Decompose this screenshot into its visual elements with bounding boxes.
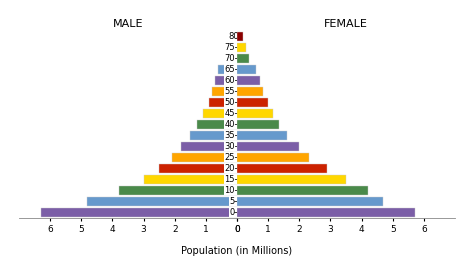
Bar bbox=[231, 32, 237, 41]
Bar bbox=[212, 87, 237, 96]
Bar bbox=[215, 76, 237, 85]
Bar bbox=[219, 65, 237, 74]
Text: 15–19: 15–19 bbox=[224, 175, 250, 184]
Text: 40–44: 40–44 bbox=[224, 120, 250, 129]
Bar bbox=[118, 186, 237, 195]
Bar bbox=[228, 43, 237, 52]
Bar bbox=[237, 197, 383, 206]
Bar bbox=[237, 54, 249, 63]
Text: 80+: 80+ bbox=[228, 32, 246, 41]
Text: 70–74: 70–74 bbox=[224, 54, 250, 63]
Text: 45–49: 45–49 bbox=[224, 109, 250, 118]
Text: 10–14: 10–14 bbox=[224, 186, 250, 195]
Text: 25–29: 25–29 bbox=[224, 153, 250, 162]
Bar bbox=[237, 131, 287, 140]
Text: 20–24: 20–24 bbox=[224, 164, 250, 173]
Text: 5–9: 5–9 bbox=[229, 197, 245, 206]
Bar bbox=[237, 120, 279, 129]
Text: 30–34: 30–34 bbox=[224, 142, 250, 151]
Bar bbox=[237, 65, 255, 74]
Text: 50–54: 50–54 bbox=[224, 98, 250, 107]
Text: 60–64: 60–64 bbox=[224, 76, 250, 85]
Bar bbox=[237, 164, 328, 173]
Text: 65–69: 65–69 bbox=[224, 65, 250, 74]
Bar bbox=[225, 54, 237, 63]
Bar bbox=[237, 76, 260, 85]
Bar bbox=[41, 207, 237, 217]
Bar bbox=[181, 142, 237, 151]
Text: 35–39: 35–39 bbox=[224, 131, 250, 140]
Bar bbox=[237, 87, 264, 96]
Bar bbox=[88, 197, 237, 206]
Bar bbox=[237, 175, 346, 184]
Text: Population (in Millions): Population (in Millions) bbox=[182, 246, 292, 256]
Bar bbox=[237, 32, 243, 41]
Bar bbox=[190, 131, 237, 140]
Title: FEMALE: FEMALE bbox=[324, 19, 368, 29]
Bar bbox=[237, 43, 246, 52]
Bar bbox=[209, 98, 237, 107]
Bar bbox=[237, 98, 268, 107]
Bar bbox=[159, 164, 237, 173]
Bar bbox=[203, 109, 237, 118]
Text: 0–4: 0–4 bbox=[229, 207, 245, 217]
Bar bbox=[144, 175, 237, 184]
Bar bbox=[237, 186, 368, 195]
Bar bbox=[197, 120, 237, 129]
Bar bbox=[237, 142, 299, 151]
Text: 55–59: 55–59 bbox=[224, 87, 250, 96]
Bar bbox=[172, 153, 237, 162]
Bar bbox=[237, 153, 309, 162]
Bar bbox=[237, 207, 415, 217]
Bar bbox=[237, 109, 273, 118]
Title: MALE: MALE bbox=[113, 19, 143, 29]
Text: 75–79: 75–79 bbox=[224, 43, 250, 52]
